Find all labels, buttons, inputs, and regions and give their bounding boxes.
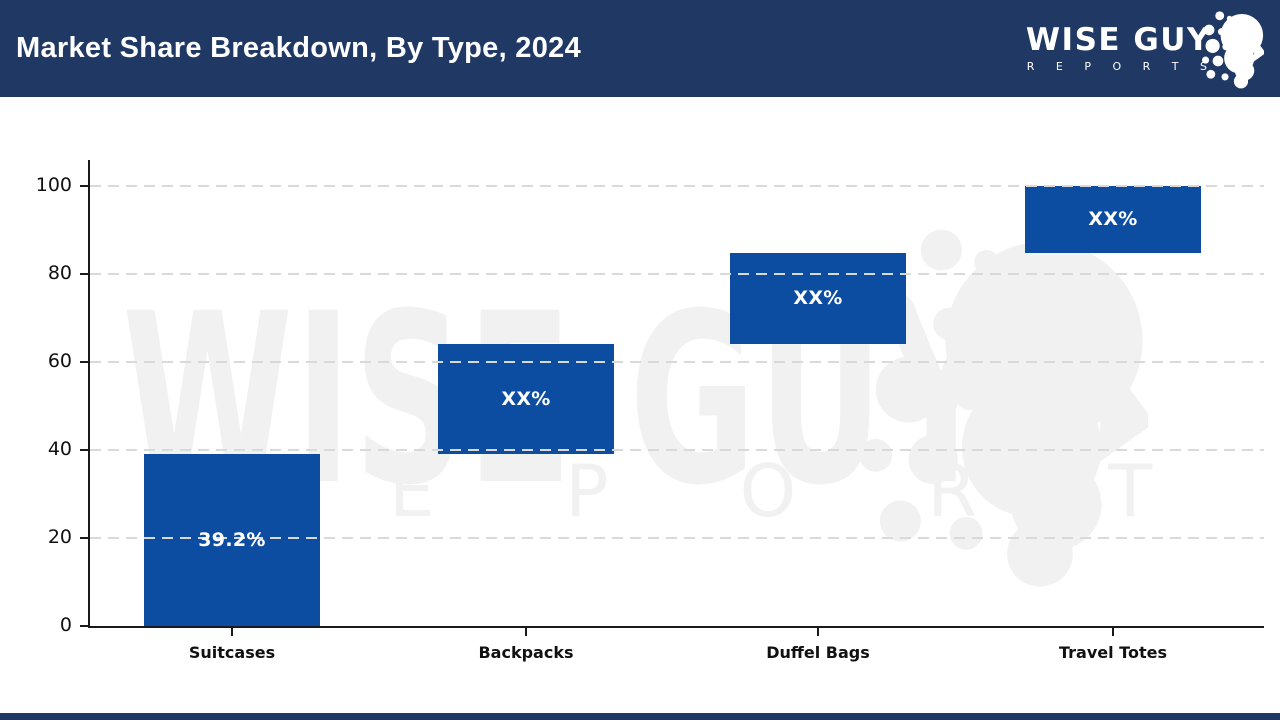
y-axis-tick-label: 20 (47, 526, 72, 548)
brand-logo-text: WISE GUY R E P O R T S (1021, 24, 1216, 73)
gridline (90, 449, 1264, 451)
footer-bar (0, 713, 1280, 720)
y-axis-tick-label: 0 (59, 614, 72, 636)
x-axis-category-label: Suitcases (188, 643, 276, 662)
x-axis-category-label: Backpacks (478, 643, 574, 662)
y-axis-tick-label: 100 (35, 174, 72, 196)
gridline (90, 537, 1264, 539)
brand-logo-tagline: R E P O R T S (1026, 59, 1216, 73)
bar-value-label: 39.2% (198, 528, 266, 551)
x-axis-category-label: Duffel Bags (766, 643, 870, 662)
bar-travel-totes (1025, 186, 1201, 253)
brand-logo-name: WISE GUY (1025, 22, 1211, 59)
y-axis-tick-label: 40 (47, 438, 72, 460)
bar-value-label: XX% (793, 287, 843, 310)
y-axis-tick-label: 80 (47, 262, 72, 284)
y-axis-tick (80, 449, 88, 451)
bar-duffel-bags (730, 252, 906, 344)
y-axis-tick (80, 625, 88, 627)
chart-canvas: WISE GUY R E P O R T S 0 20 4 (0, 97, 1280, 713)
x-axis-category-label: Travel Totes (1059, 643, 1167, 662)
y-axis-tick (80, 361, 88, 363)
chart-title: Market Share Breakdown, By Type, 2024 (16, 32, 582, 64)
plot-area: 0 20 40 60 80 100 39.2% Suitcases XX% Backpacks XX… (36, 160, 1264, 662)
y-axis-tick (80, 273, 88, 275)
dotted-head-icon (1202, 10, 1264, 88)
x-axis-tick (231, 627, 233, 636)
bar-value-label: XX% (501, 387, 551, 410)
header: Market Share Breakdown, By Type, 2024 WI… (0, 0, 1280, 97)
y-axis-tick-label: 60 (47, 350, 72, 372)
bar-value-label: XX% (1088, 208, 1138, 231)
gridline (90, 361, 1264, 363)
watermark-text-line2: R E P O R T S (208, 449, 1280, 533)
gridline (90, 185, 1264, 187)
y-axis-tick (80, 185, 88, 187)
x-axis-tick (525, 627, 527, 636)
y-axis-tick (80, 537, 88, 539)
x-axis-tick (817, 627, 819, 636)
brand-logo: WISE GUY R E P O R T S (1021, 6, 1264, 92)
x-axis-tick (1112, 627, 1114, 636)
gridline (90, 273, 1264, 275)
bar-suitcases (144, 453, 320, 626)
